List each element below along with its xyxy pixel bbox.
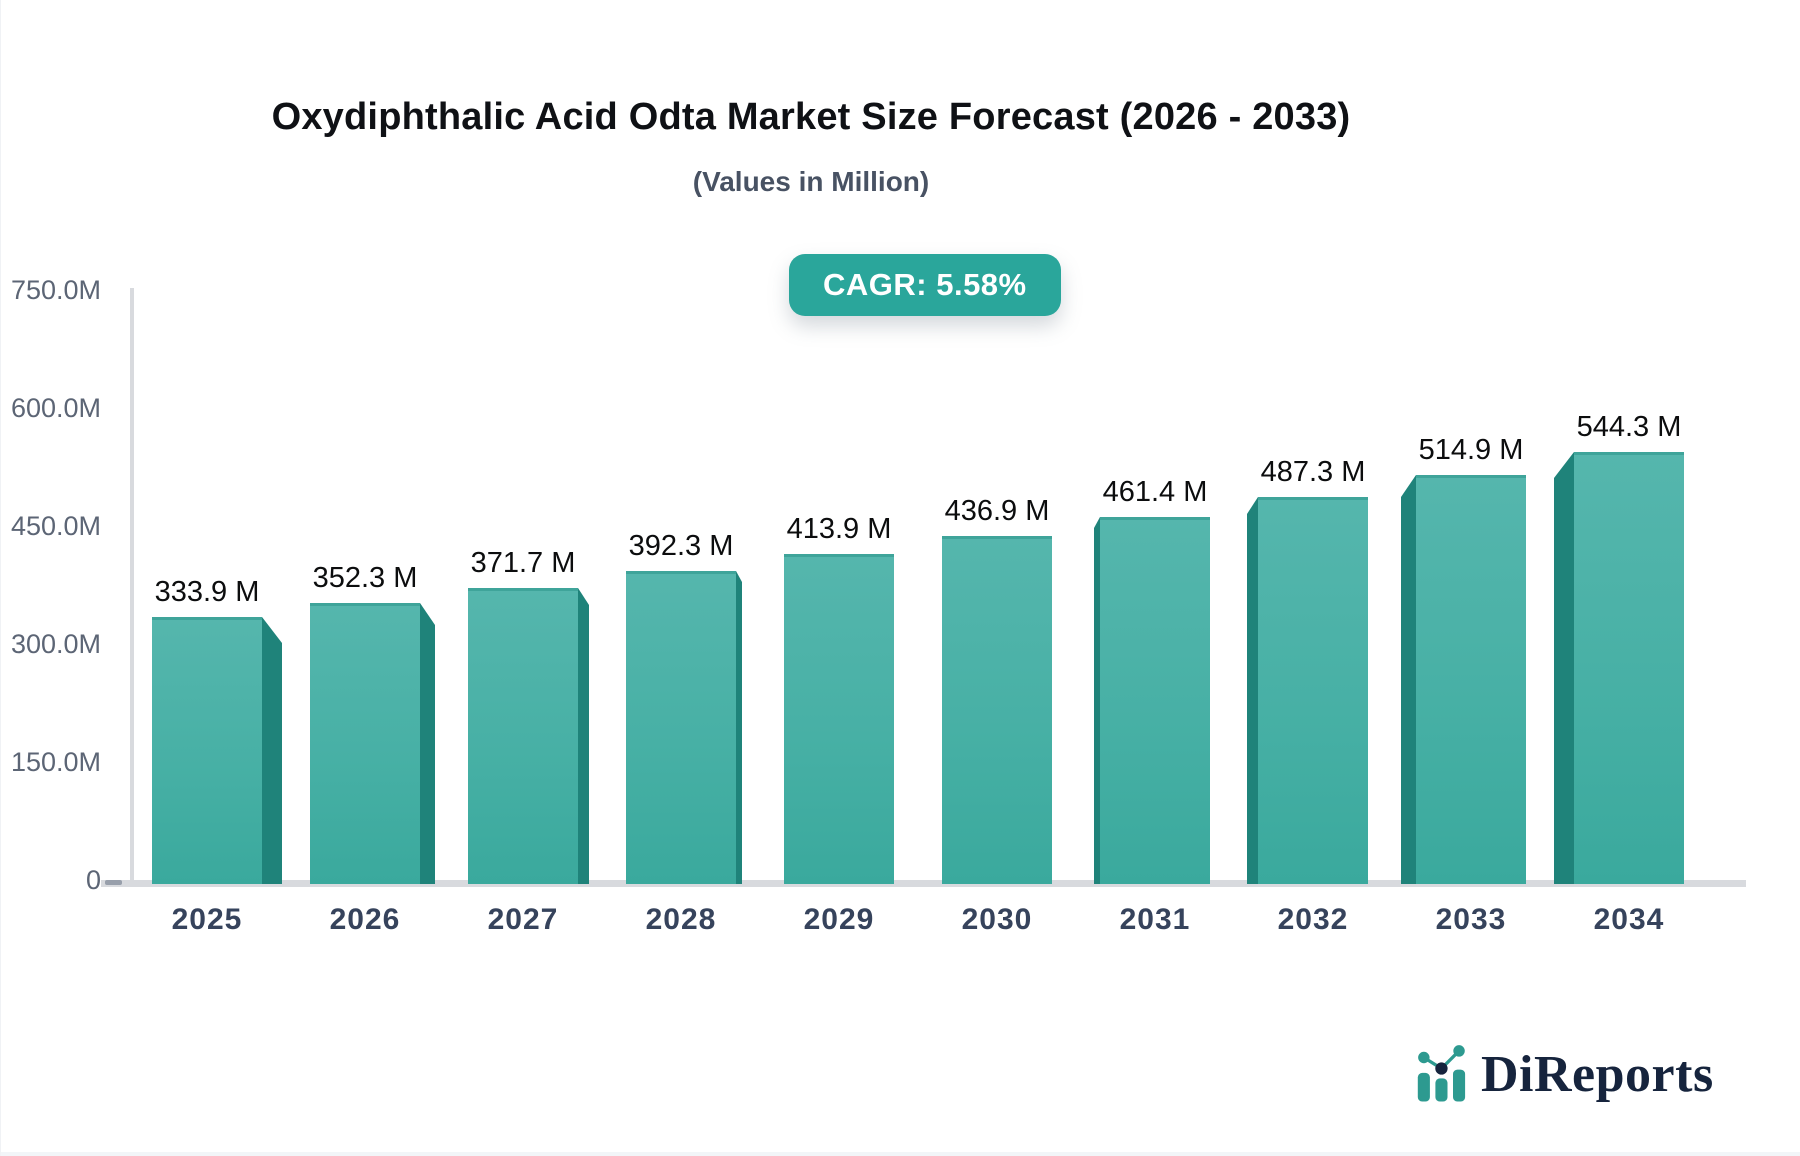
bar-side-face <box>1094 517 1100 884</box>
bar-side-face <box>578 588 589 884</box>
bar-value-label: 461.4 M <box>1102 476 1208 508</box>
cagr-badge: CAGR: 5.58% <box>789 254 1061 316</box>
bar-side-face <box>1554 452 1574 884</box>
bar-value-label: 392.3 M <box>628 530 734 562</box>
bar[interactable] <box>784 554 894 884</box>
bar-value-label: 413.9 M <box>786 513 892 545</box>
logo-chart-icon <box>1417 1045 1466 1102</box>
x-axis-label: 2032 <box>1277 903 1349 936</box>
y-axis-tick-label: 0 <box>85 865 101 895</box>
bar[interactable] <box>1100 517 1210 884</box>
bar[interactable] <box>626 571 736 884</box>
y-axis-tick-label: 750.0M <box>10 275 101 305</box>
bar-value-label: 371.7 M <box>470 547 576 579</box>
y-axis-tick-label: 150.0M <box>10 747 101 777</box>
bar[interactable] <box>310 603 420 884</box>
x-axis-label: 2028 <box>645 903 717 936</box>
y-axis-tick-label: 600.0M <box>10 393 101 423</box>
x-axis-label: 2026 <box>329 903 401 936</box>
bar[interactable] <box>1574 452 1684 884</box>
bar-value-label: 436.9 M <box>944 495 1050 527</box>
bar-side-face <box>420 603 435 884</box>
x-axis-label: 2031 <box>1119 903 1191 936</box>
x-axis-label: 2033 <box>1435 903 1507 936</box>
x-axis-label: 2034 <box>1593 903 1665 936</box>
logo-text: DiReports <box>1481 1045 1714 1103</box>
x-axis-label: 2027 <box>487 903 559 936</box>
bar[interactable] <box>1416 475 1526 884</box>
bar[interactable] <box>152 617 262 884</box>
bar-side-face <box>736 571 742 884</box>
bar-value-label: 544.3 M <box>1576 411 1682 443</box>
bar[interactable] <box>468 588 578 884</box>
y-axis-tick-label: 300.0M <box>10 629 101 659</box>
x-axis-label: 2029 <box>803 903 875 936</box>
bar-value-label: 514.9 M <box>1418 434 1524 466</box>
bar[interactable] <box>1258 497 1368 884</box>
bar-value-label: 487.3 M <box>1260 456 1366 488</box>
x-axis-line <box>101 880 1746 887</box>
bar[interactable] <box>942 536 1052 884</box>
direports-logo: DiReports <box>1409 1032 1759 1116</box>
x-axis-label: 2025 <box>171 903 243 936</box>
bar-side-face <box>1401 475 1416 884</box>
bar-side-face <box>262 617 282 884</box>
x-axis-label: 2030 <box>961 903 1033 936</box>
bar-side-face <box>1247 497 1258 884</box>
zero-tick-dash <box>105 880 122 885</box>
page-title: Oxydiphthalic Acid Odta Market Size Fore… <box>271 96 1351 138</box>
page-subtitle: (Values in Million) <box>692 166 930 197</box>
bar-value-label: 333.9 M <box>154 576 260 608</box>
y-axis-tick-label: 450.0M <box>10 511 101 541</box>
bar-value-label: 352.3 M <box>312 562 418 594</box>
y-axis-line <box>130 288 134 884</box>
